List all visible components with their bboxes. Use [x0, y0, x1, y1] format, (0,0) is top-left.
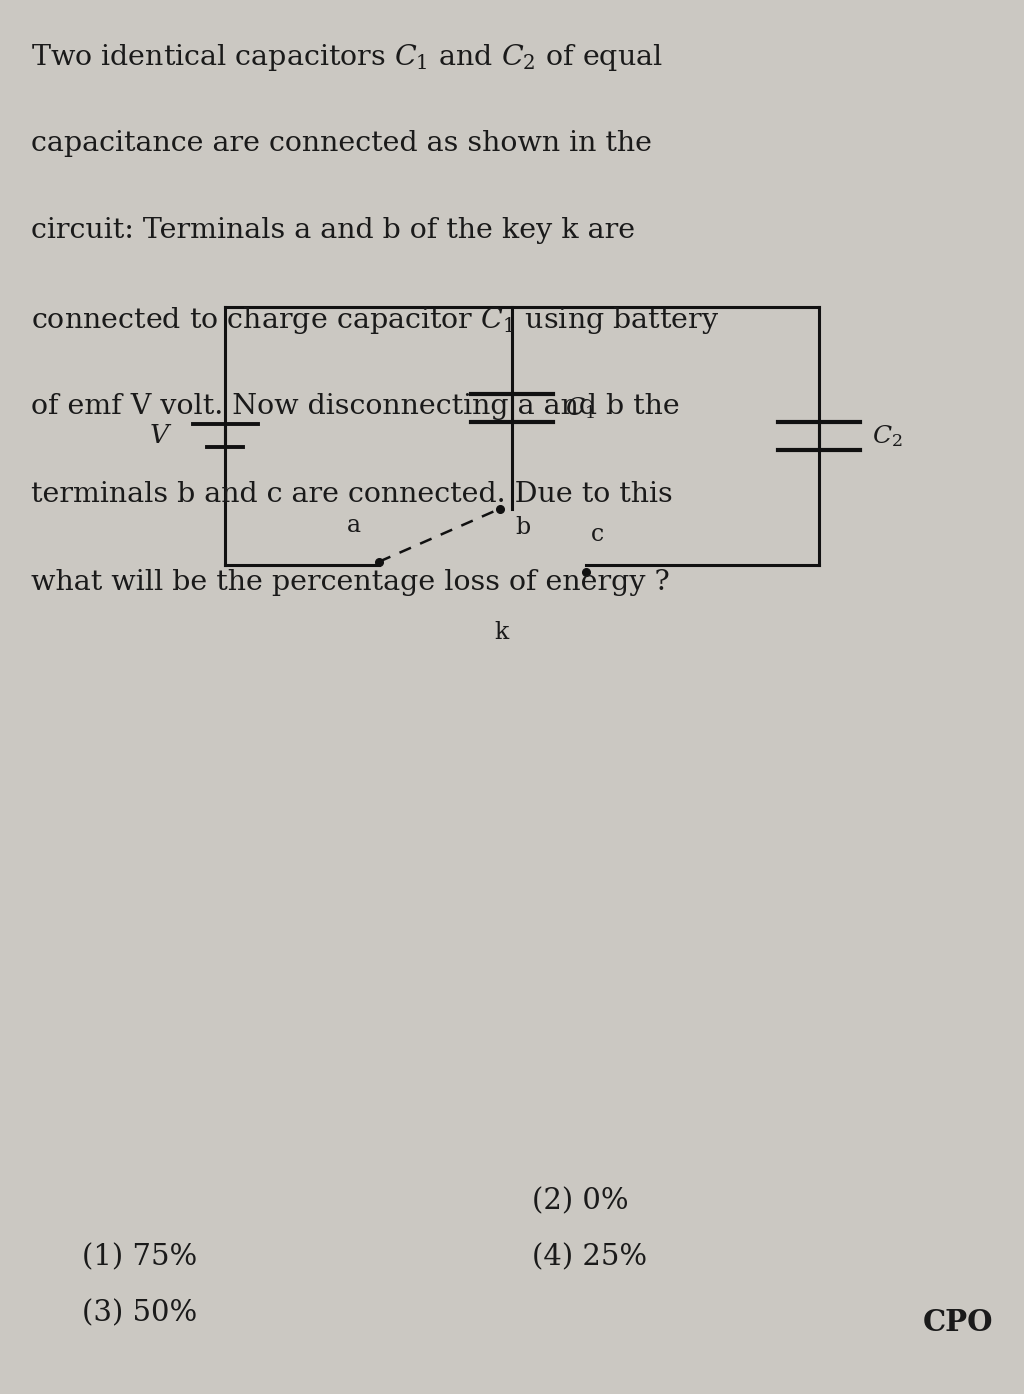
Text: (1) 75%: (1) 75% [82, 1243, 198, 1271]
Text: c: c [591, 524, 604, 546]
Text: capacitance are connected as shown in the: capacitance are connected as shown in th… [31, 130, 651, 156]
Text: circuit: Terminals a and b of the key k are: circuit: Terminals a and b of the key k … [31, 217, 635, 244]
Text: (2) 0%: (2) 0% [532, 1188, 629, 1216]
Text: (4) 25%: (4) 25% [532, 1243, 647, 1271]
Text: V: V [150, 424, 169, 447]
Text: (3) 50%: (3) 50% [82, 1299, 198, 1327]
Text: b: b [515, 516, 530, 538]
Text: $C_1$: $C_1$ [565, 395, 595, 421]
Text: terminals b and c are connected. Due to this: terminals b and c are connected. Due to … [31, 481, 673, 507]
Text: $C_2$: $C_2$ [872, 422, 903, 449]
Text: connected to charge capacitor $C_1$ using battery: connected to charge capacitor $C_1$ usin… [31, 305, 719, 336]
Text: CPO: CPO [923, 1308, 993, 1337]
Text: Two identical capacitors $C_1$ and $C_2$ of equal: Two identical capacitors $C_1$ and $C_2$… [31, 42, 663, 72]
Text: of emf V volt. Now disconnecting a and b the: of emf V volt. Now disconnecting a and b… [31, 393, 680, 420]
Text: a: a [346, 514, 360, 537]
Text: k: k [495, 622, 509, 644]
Text: what will be the percentage loss of energy ?: what will be the percentage loss of ener… [31, 569, 670, 595]
